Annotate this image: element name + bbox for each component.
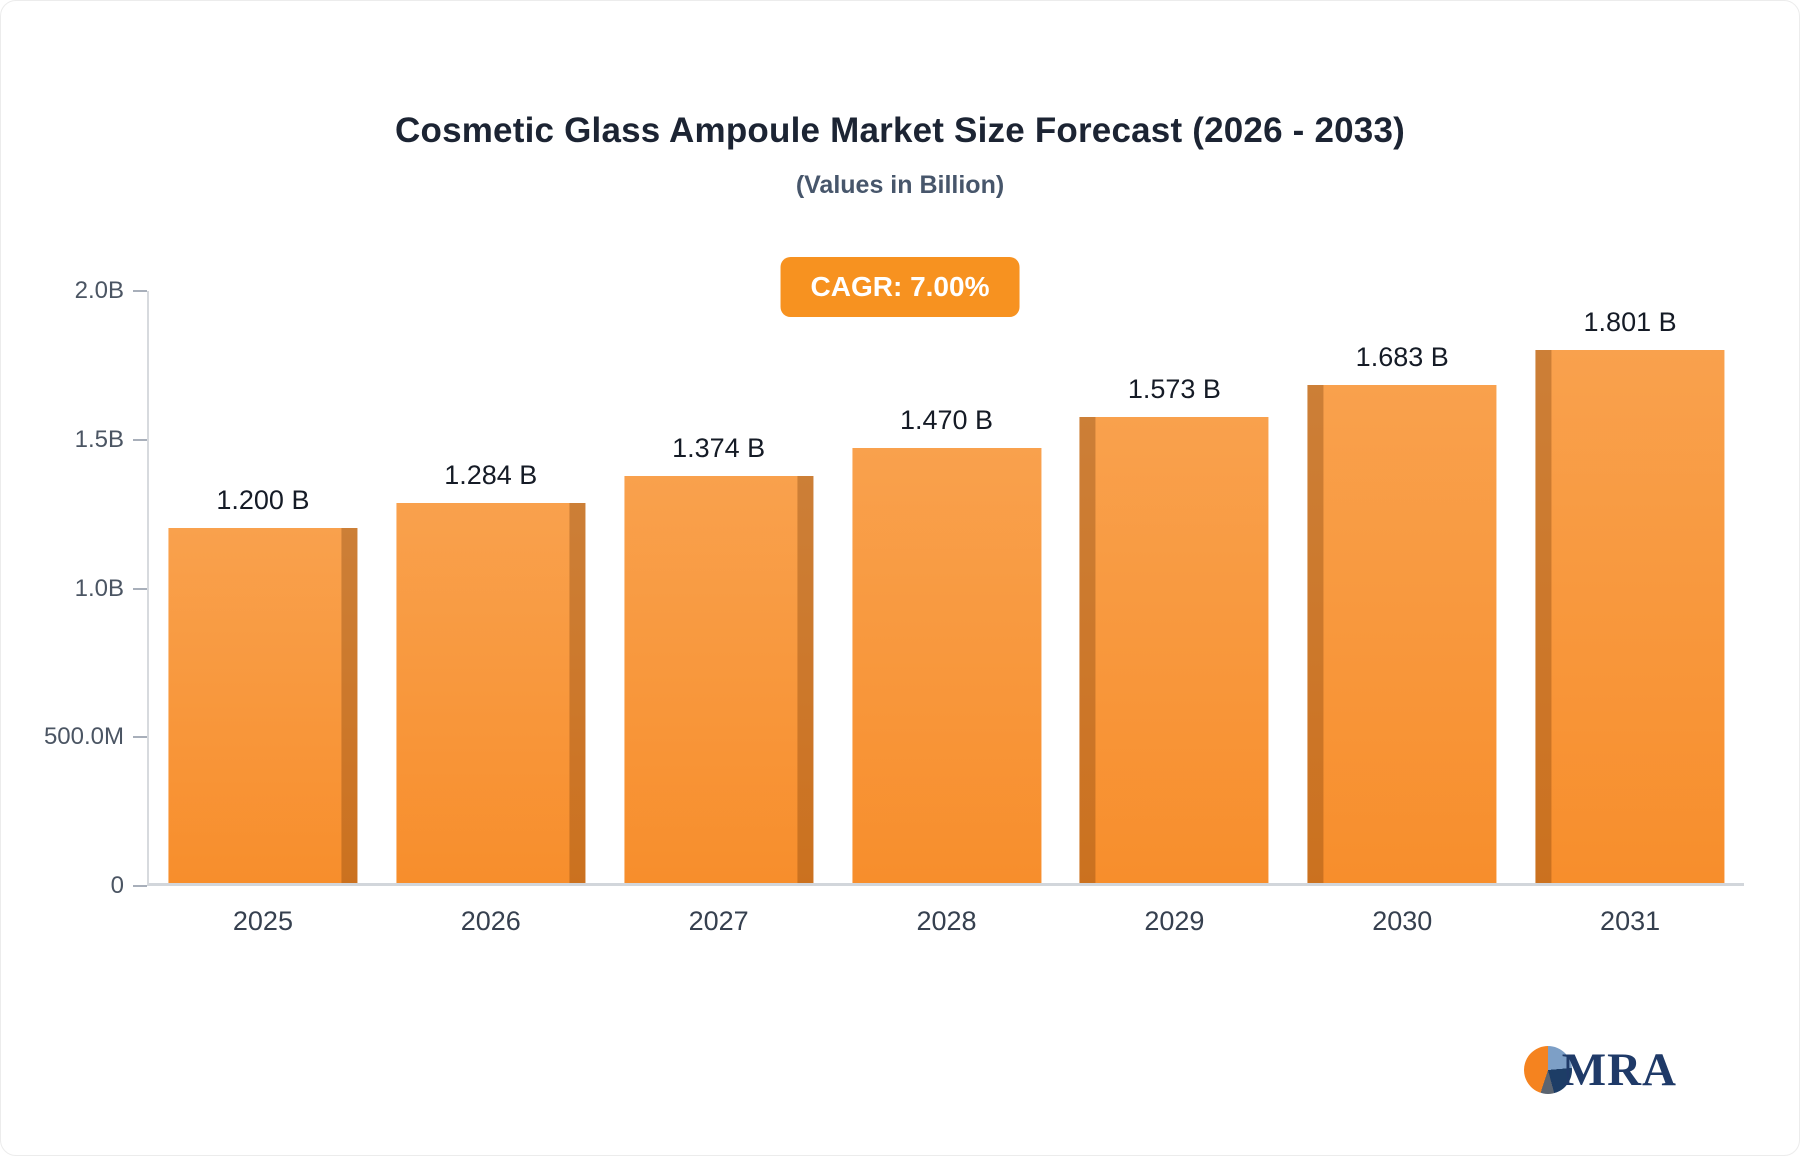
x-axis: 2025 2026 2027 2028 2029 2030 2031 <box>149 906 1744 937</box>
bar-value-label: 1.573 B <box>1127 374 1221 405</box>
bar-2031: 1.801 B <box>1535 307 1725 884</box>
bar-value-label: 1.200 B <box>216 484 310 515</box>
chart-subtitle: (Values in Billion) <box>795 171 1005 199</box>
bar-2025: 1.200 B <box>168 485 358 884</box>
bar-value-label: 1.374 B <box>672 433 766 464</box>
bar-column: 1.683 B <box>1288 291 1516 884</box>
bar-column: 1.573 B <box>1060 291 1288 883</box>
bar-value-label: 1.470 B <box>899 404 994 435</box>
y-tick-label: 1.0B <box>75 575 147 603</box>
bar-column: 1.284 B <box>377 291 605 884</box>
bar-2029: 1.573 B <box>1079 374 1269 883</box>
y-tick-label: 1.5B <box>75 426 147 454</box>
plot-area: 1.200 B 1.284 B 1.374 B 1.470 B 1.573 B 1.683… <box>147 291 1744 886</box>
x-axis-label: 2026 <box>460 906 521 936</box>
bar-2030: 1.683 B <box>1307 342 1497 884</box>
mra-logo: MRA <box>1523 1043 1677 1097</box>
bar-column: 1.470 B <box>833 291 1061 883</box>
y-axis: 2.0B 1.5B 1.0B 500.0M 0 <box>37 277 147 899</box>
bar-column: 1.801 B <box>1516 291 1744 884</box>
y-tick-label: 500.0M <box>44 723 147 751</box>
plot-wrap: 2.0B 1.5B 1.0B 500.0M 0 1.200 B 1.284 B 1.374 … <box>37 277 1744 899</box>
bar-2026: 1.284 B <box>396 460 586 884</box>
logo-pie-icon <box>1523 1046 1572 1094</box>
y-tick-label: 0 <box>111 872 147 900</box>
y-tick-label: 2.0B <box>75 277 147 305</box>
cagr-badge: CAGR: 7.00% <box>780 257 1020 317</box>
bar-2028: 1.470 B <box>851 405 1042 883</box>
x-axis-label: 2029 <box>1144 906 1205 936</box>
logo-text: MRA <box>1561 1044 1677 1096</box>
x-axis-label: 2028 <box>916 906 977 936</box>
bar-column: 1.374 B <box>605 291 833 883</box>
x-axis-label: 2027 <box>688 906 749 936</box>
x-axis-label: 2030 <box>1372 906 1433 936</box>
x-axis-label: 2025 <box>232 906 293 936</box>
bar-2027: 1.374 B <box>624 433 814 883</box>
chart-title: Cosmetic Glass Ampoule Market Size Forec… <box>395 111 1405 150</box>
bar-value-label: 1.683 B <box>1355 341 1449 372</box>
bar-column: 1.200 B <box>149 291 377 884</box>
bar-value-label: 1.284 B <box>444 459 538 490</box>
bar-value-label: 1.801 B <box>1583 306 1677 337</box>
x-axis-label: 2031 <box>1600 906 1661 936</box>
